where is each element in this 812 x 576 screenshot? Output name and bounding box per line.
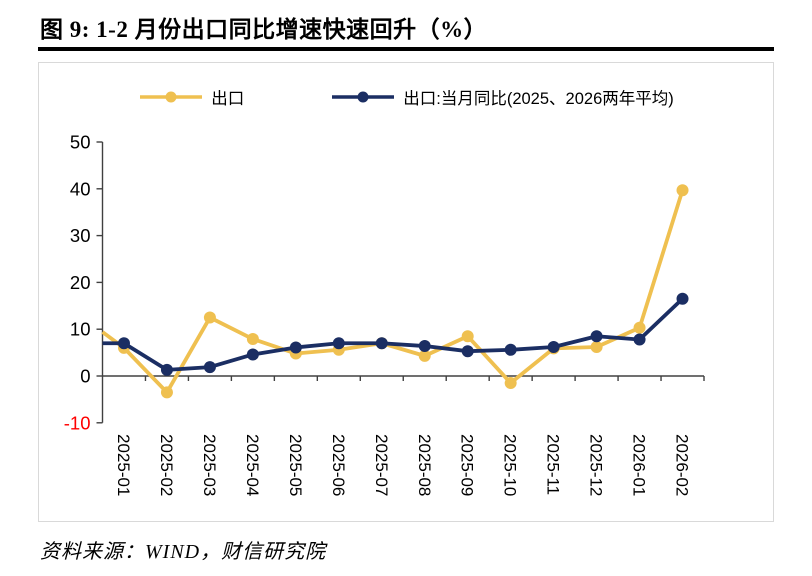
title-underline (38, 47, 774, 51)
data-point-1-2025-01 (117, 337, 130, 350)
source-note: 资料来源：WIND，财信研究院 (40, 541, 327, 563)
data-point-0-2025-02 (160, 386, 173, 399)
data-point-1-2025-10 (504, 343, 517, 356)
page-title: 图 9: 1-2 月份出口同比增速快速回升（%） (40, 17, 488, 42)
data-point-1-2025-07 (375, 337, 388, 350)
series-line-0 (101, 189, 685, 395)
x-category-label: 2025-06 (329, 434, 348, 496)
data-point-1-2025-03 (203, 361, 216, 374)
data-point-0-2025-04 (246, 333, 259, 346)
legend-item-avg: 出口:当月同比(2025、2026两年平均) (330, 85, 674, 109)
x-category-label: 2025-09 (458, 434, 477, 496)
legend-label-export: 出口 (211, 90, 245, 108)
data-point-0-2025-12 (590, 340, 603, 353)
legend-label-avg: 出口:当月同比(2025、2026两年平均) (403, 90, 674, 108)
x-category-label: 2025-08 (415, 434, 434, 496)
data-point-1-2025-06 (332, 337, 345, 350)
x-category-label: 2025-01 (114, 434, 133, 496)
x-category-label: 2025-12 (587, 434, 606, 496)
y-tick-label: -10 (64, 412, 91, 433)
line-chart: 50 40 30 20 10 0 -10 2025-01 2025-02 2025-03 2025-… (64, 132, 705, 496)
x-category-label: 2026-01 (630, 434, 649, 496)
y-tick-label: 0 (80, 366, 90, 387)
data-point-1-2025-12 (590, 330, 603, 343)
x-category-label: 2025-07 (372, 434, 391, 496)
x-category-label: 2025-05 (286, 434, 305, 496)
x-category-label: 2026-02 (673, 434, 692, 496)
chart-legend: 出口 出口:当月同比(2025、2026两年平均) (39, 85, 773, 109)
y-tick-label: 20 (70, 272, 91, 293)
data-point-0-2026-01 (633, 321, 646, 334)
data-point-1-2025-02 (160, 363, 173, 376)
data-point-1-2025-08 (418, 340, 431, 353)
legend-item-export: 出口 (138, 85, 244, 109)
data-point-1-2025-11 (547, 340, 560, 353)
x-category-label: 2025-11 (544, 434, 563, 495)
data-point-0-2025-10 (504, 377, 517, 390)
data-point-1-2026-02 (676, 292, 689, 305)
x-category-label: 2025-10 (501, 434, 520, 496)
x-category-label: 2025-04 (243, 434, 262, 496)
y-tick-label: 40 (70, 178, 91, 199)
data-point-0-2025-03 (203, 311, 216, 324)
legend-marker-export-icon (140, 91, 203, 103)
y-tick-label: 10 (70, 319, 91, 340)
legend-marker-avg-icon (332, 91, 395, 103)
data-point-0-2026-02 (676, 184, 689, 197)
data-point-1-2025-05 (289, 341, 302, 354)
data-point-0-2025-08 (418, 349, 431, 362)
data-point-1-2025-09 (461, 345, 474, 358)
x-category-label: 2025-03 (200, 434, 219, 496)
x-category-label: 2025-02 (157, 434, 176, 496)
data-point-1-2026-01 (633, 333, 646, 346)
y-tick-label: 30 (70, 225, 91, 246)
y-tick-label: 50 (70, 132, 91, 153)
data-point-1-2025-04 (246, 348, 259, 361)
data-point-0-2025-09 (461, 330, 474, 343)
chart-card: 50 40 30 20 10 0 -10 2025-01 2025-02 2025-03 2025-… (38, 62, 774, 522)
